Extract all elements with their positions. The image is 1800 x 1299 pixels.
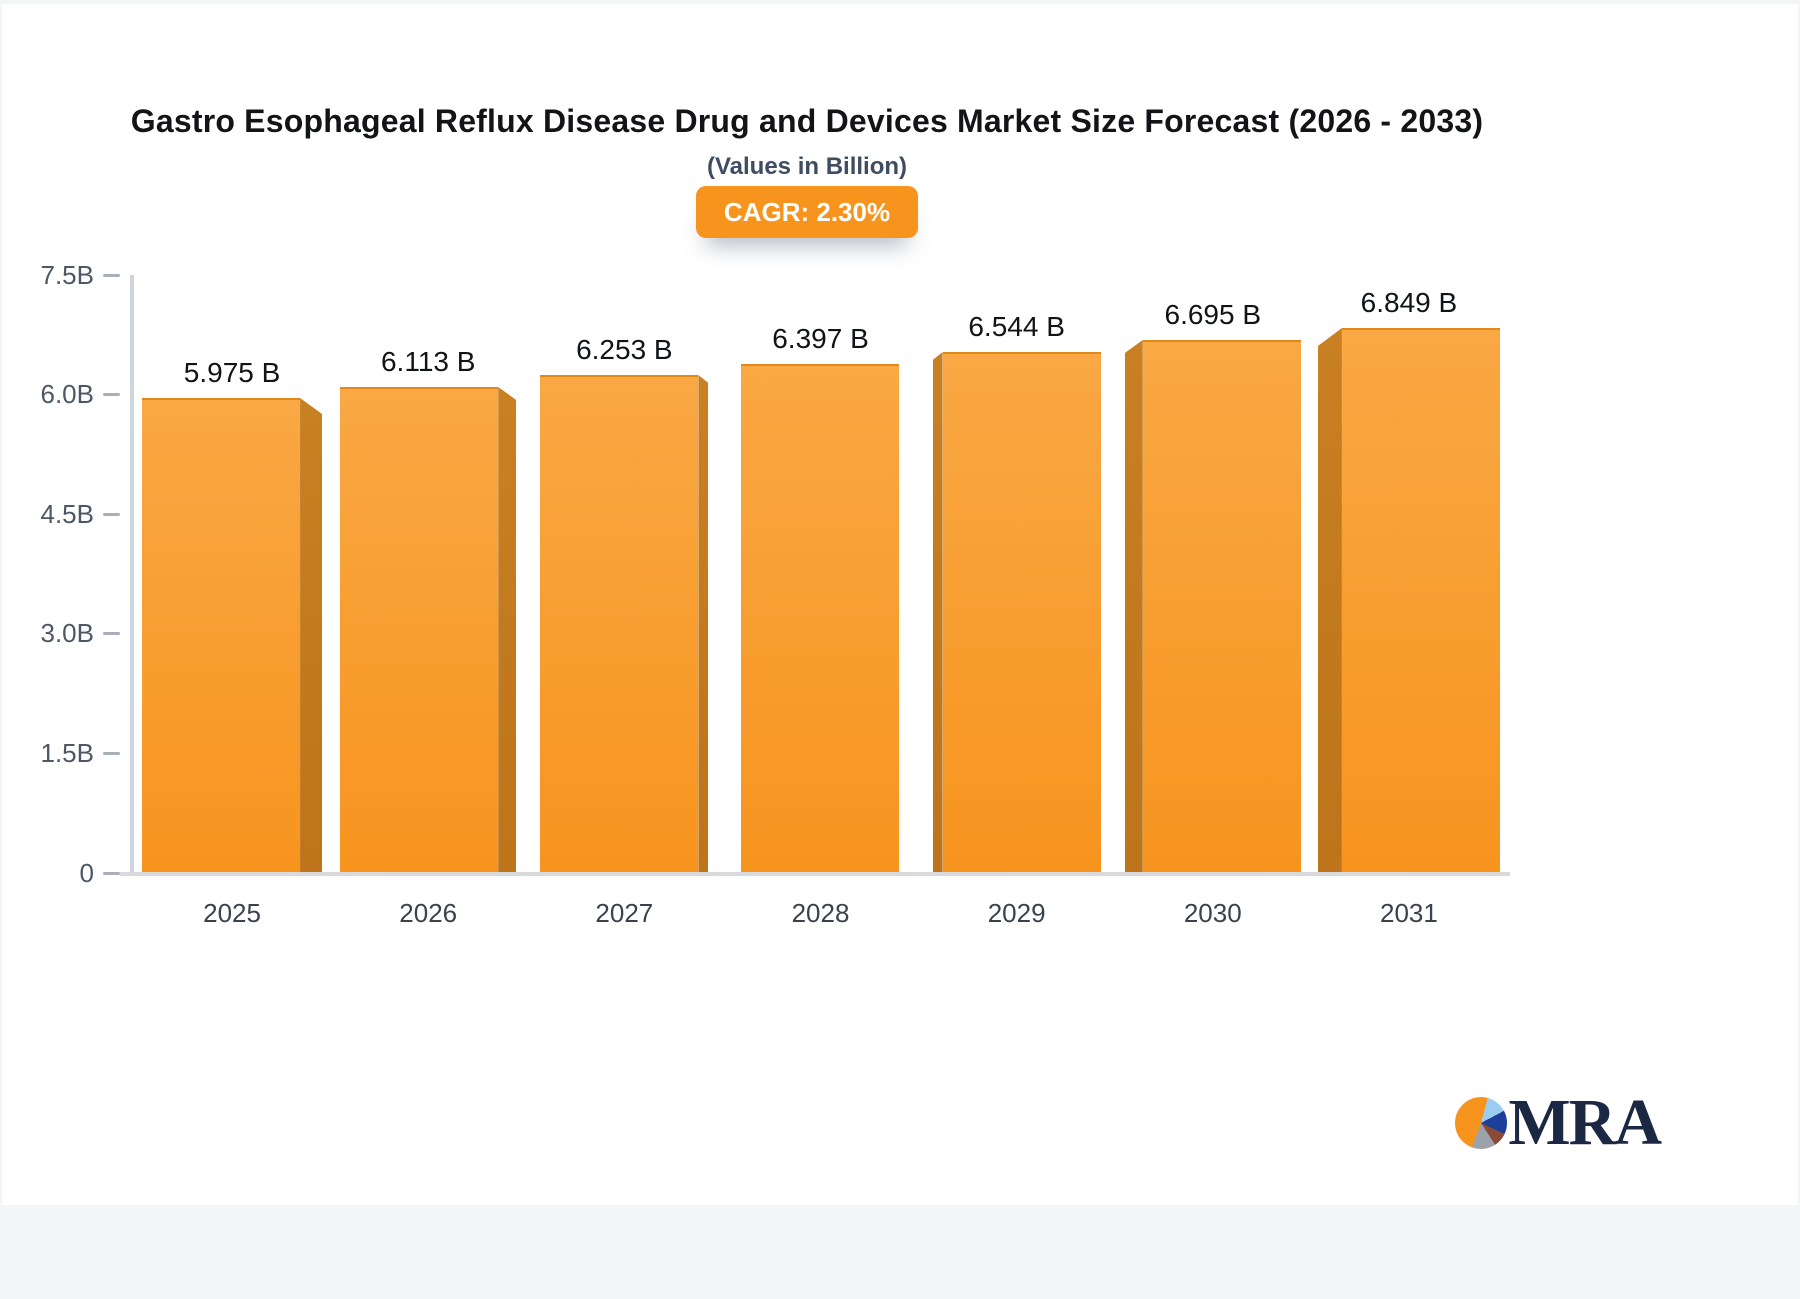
bar-front-face — [340, 387, 499, 874]
bar-value-label: 5.975 B — [183, 357, 281, 388]
x-axis-label: 2030 — [1183, 898, 1242, 928]
chart-subtitle: (Values in Billion) — [706, 153, 908, 180]
bar: 6.849 B — [1317, 287, 1500, 874]
bar-side-face — [1317, 328, 1342, 874]
bar-front-face — [540, 375, 699, 874]
y-tick-mark — [103, 751, 120, 755]
bar-column: 6.113 B — [330, 276, 526, 874]
page-background: Gastro Esophageal Reflux Disease Drug an… — [2, 4, 1798, 1205]
bar-value-label: 6.849 B — [1360, 287, 1458, 318]
x-axis-label: 2029 — [987, 898, 1046, 928]
x-axis-label: 2028 — [791, 898, 850, 928]
bar: 6.113 B — [340, 346, 517, 874]
bar-side-face — [300, 398, 323, 874]
y-tick-label: 4.5B — [40, 498, 95, 529]
bar-value-label: 6.113 B — [380, 346, 476, 377]
mra-logo: MRA — [1455, 1086, 1662, 1159]
bar: 6.544 B — [932, 311, 1101, 874]
x-axis-label: 2026 — [399, 898, 458, 928]
chart-area: 7.5B 6.0B 4.5B 3.0B 1.5B 0 5.975 B 6.113 B 6.25… — [2, 259, 1612, 962]
y-tick-label: 3.0B — [40, 618, 95, 649]
logo-text: MRA — [1508, 1086, 1662, 1159]
bar-side-face — [932, 352, 943, 874]
bar-front-face — [1341, 328, 1500, 874]
x-axis-label: 2025 — [203, 898, 261, 928]
bar-column: 6.397 B — [722, 276, 918, 874]
bar-front-face — [142, 398, 301, 874]
y-axis-line — [130, 275, 134, 875]
x-axis-label: 2027 — [595, 898, 654, 928]
y-tick-label: 1.5B — [40, 737, 95, 768]
bar: 6.397 B — [741, 323, 900, 874]
bar-side-face — [698, 375, 709, 874]
y-tick-mark — [103, 632, 120, 636]
y-tick-mark — [103, 273, 120, 277]
bar-value-label: 6.253 B — [576, 334, 673, 365]
bar-side-face — [1124, 340, 1143, 874]
x-axis-baseline — [120, 872, 1510, 876]
bar: 6.695 B — [1124, 299, 1301, 874]
bar-side-face — [498, 387, 517, 874]
bars-area: 5.975 B 6.113 B 6.253 B 6.397 B 6.544 B 6.695… — [134, 276, 1507, 874]
y-tick-label: 6.0B — [40, 379, 95, 410]
bar: 5.975 B — [142, 357, 323, 874]
cagr-badge-row: CAGR: 2.30% — [2, 186, 1612, 238]
bar-value-label: 6.544 B — [968, 311, 1065, 342]
figure-content: Gastro Esophageal Reflux Disease Drug an… — [2, 98, 1612, 1299]
y-tick-mark — [103, 871, 120, 875]
y-tick-label: 0 — [79, 857, 94, 888]
pie-chart-icon — [1455, 1097, 1508, 1149]
y-tick: 7.5B — [2, 259, 120, 290]
bar: 6.253 B — [540, 334, 709, 874]
chart-title: Gastro Esophageal Reflux Disease Drug an… — [130, 103, 1484, 139]
x-axis-label: 2031 — [1379, 898, 1438, 928]
bar-column: 5.975 B — [134, 276, 330, 874]
bar-column: 6.695 B — [1115, 276, 1311, 874]
y-tick: 3.0B — [2, 618, 120, 649]
cagr-badge: CAGR: 2.30% — [695, 186, 919, 238]
y-tick-label: 7.5B — [40, 259, 95, 290]
x-axis-labels: 2025 2026 2027 2028 2029 2030 2031 — [134, 898, 1507, 929]
bar-column: 6.253 B — [526, 276, 722, 874]
y-tick-mark — [103, 393, 120, 397]
y-tick: 0 — [2, 857, 120, 888]
y-tick: 1.5B — [2, 737, 120, 768]
bar-column: 6.849 B — [1311, 276, 1507, 874]
bar-column: 6.544 B — [919, 276, 1115, 874]
bar-front-face — [741, 364, 900, 874]
y-tick: 6.0B — [2, 379, 120, 410]
y-tick-mark — [103, 512, 120, 516]
bar-front-face — [942, 352, 1101, 874]
bar-value-label: 6.397 B — [772, 323, 869, 354]
y-tick: 4.5B — [2, 498, 120, 529]
bar-front-face — [1142, 340, 1301, 874]
bar-value-label: 6.695 B — [1164, 299, 1262, 330]
